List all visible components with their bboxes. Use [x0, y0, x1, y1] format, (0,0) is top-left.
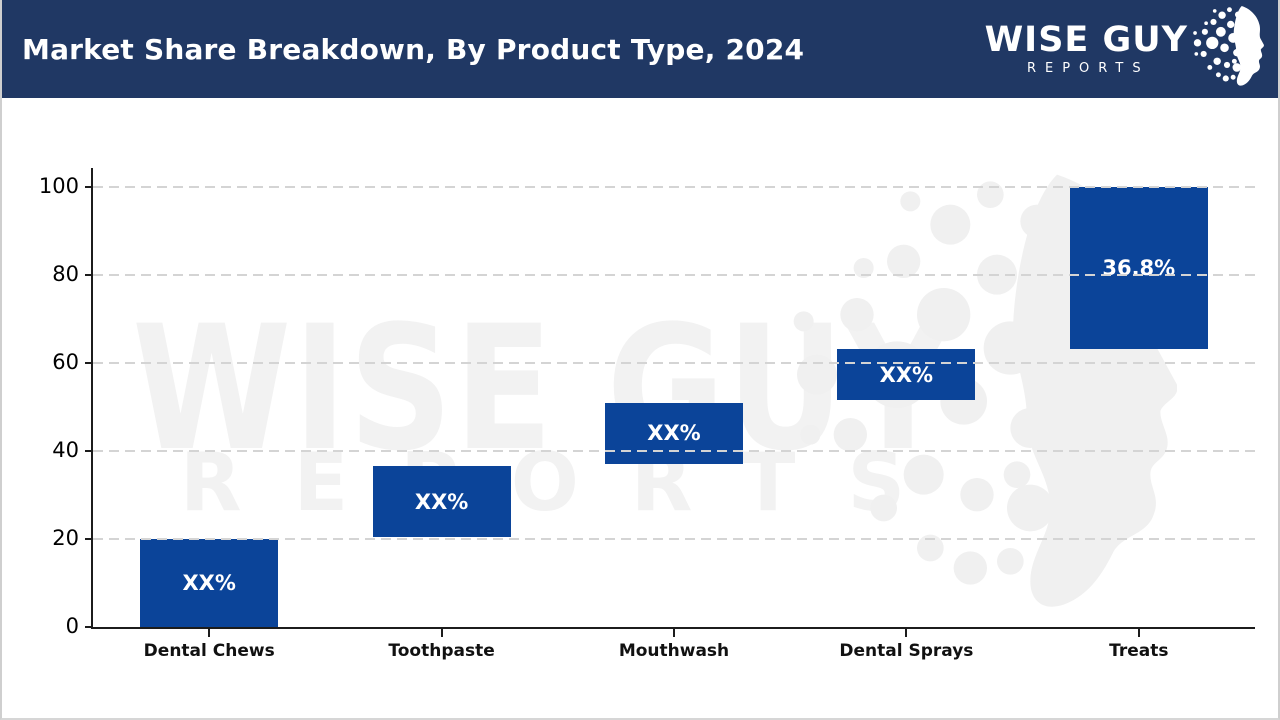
y-tick-0 — [85, 626, 93, 628]
x-tick-treats — [1137, 628, 1140, 637]
x-label-dental-chews: Dental Chews — [143, 641, 275, 661]
logo-reports-label: REPORTS — [1026, 61, 1150, 76]
y-tick-label-40: 40 — [52, 438, 79, 462]
bar-dental-sprays: XX% — [837, 348, 976, 401]
wiseguy-logo-text: WISE GUY REPORTS — [984, 20, 1188, 76]
bar-value-label-dental-chews: XX% — [182, 571, 236, 595]
page-title: Market Share Breakdown, By Product Type,… — [22, 32, 805, 66]
bar-mouthwash: XX% — [605, 402, 743, 465]
x-tick-dental-sprays — [905, 628, 908, 637]
y-tick-label-0: 0 — [65, 614, 79, 638]
y-tick-60 — [85, 362, 93, 364]
y-tick-label-20: 20 — [52, 526, 79, 550]
bar-value-label-toothpaste: XX% — [414, 489, 469, 514]
gridline-60 — [93, 362, 1255, 364]
x-label-dental-sprays: Dental Sprays — [839, 641, 974, 661]
y-tick-80 — [85, 274, 93, 276]
bar-value-label-treats: 36.8% — [1102, 255, 1176, 280]
gridline-80 — [93, 274, 1255, 276]
bar-value-label-dental-sprays: XX% — [879, 362, 934, 387]
bar-toothpaste: XX% — [372, 466, 511, 537]
gridline-40 — [93, 450, 1255, 452]
wiseguy-logo: WISE GUY REPORTS — [985, 6, 1264, 92]
y-tick-label-100: 100 — [38, 174, 79, 198]
header: Market Share Breakdown, By Product Type,… — [2, 0, 1278, 98]
wiseguy-head-icon — [1190, 6, 1264, 92]
x-tick-dental-chews — [208, 628, 211, 637]
chart-area: WISE GUY REPORTS 0 20 40 60 80 100 XX% Dental C… — [2, 98, 1278, 716]
x-label-mouthwash: Mouthwash — [618, 641, 730, 661]
x-tick-toothpaste — [440, 628, 443, 637]
x-axis-line — [91, 627, 1255, 629]
x-label-toothpaste: Toothpaste — [388, 641, 495, 661]
x-tick-mouthwash — [673, 628, 675, 637]
gridline-20 — [93, 538, 1255, 540]
x-label-treats: Treats — [1109, 641, 1169, 661]
y-axis-line — [91, 168, 93, 629]
bar-dental-chews: XX% — [140, 539, 279, 627]
logo-wiseguy-label: WISE GUY — [984, 20, 1188, 60]
gridline-100 — [93, 186, 1255, 188]
y-tick-100 — [85, 186, 93, 188]
y-tick-label-80: 80 — [52, 262, 79, 286]
bar-treats: 36.8% — [1069, 187, 1208, 349]
y-tick-40 — [85, 450, 93, 452]
y-tick-20 — [85, 538, 93, 540]
y-tick-label-60: 60 — [52, 350, 79, 374]
bar-value-label-mouthwash: XX% — [647, 421, 701, 446]
